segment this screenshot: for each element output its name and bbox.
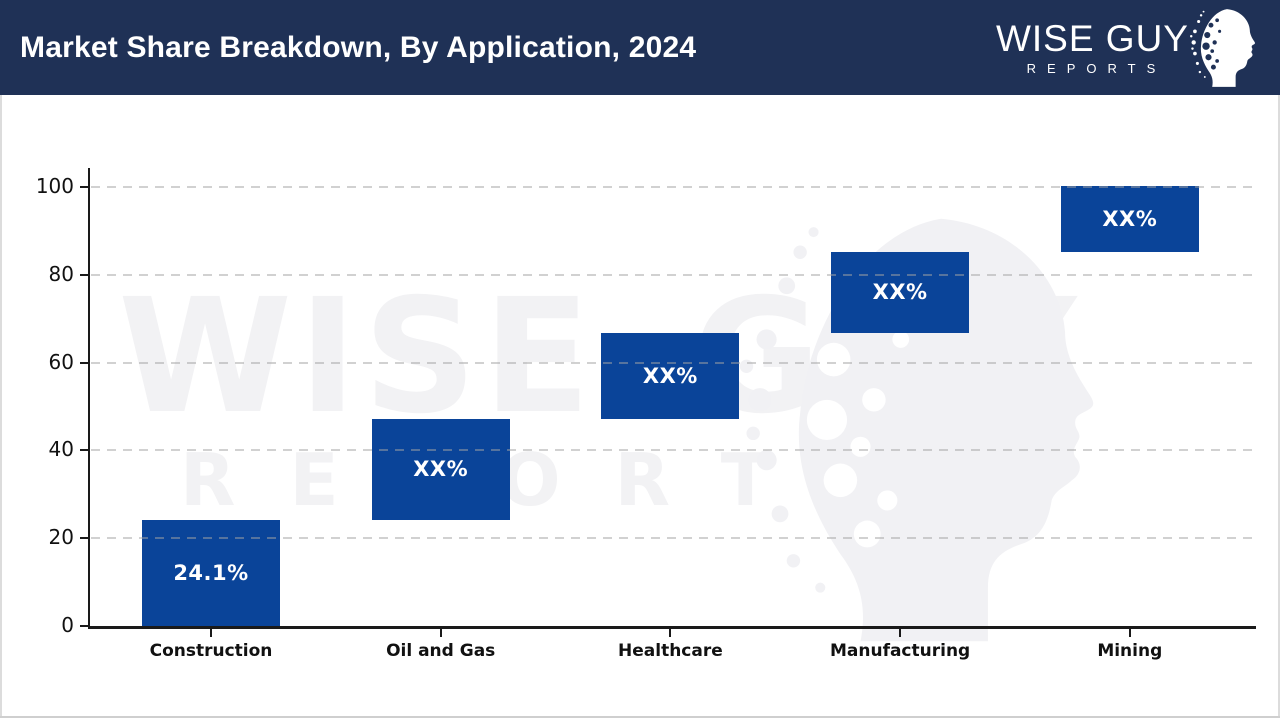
frame-border-right — [1278, 95, 1280, 718]
frame-border-bottom — [0, 716, 1280, 718]
x-tick-oil-and-gas — [439, 629, 442, 637]
bar-label-healthcare: XX% — [642, 363, 698, 388]
bar-label-manufacturing: XX% — [872, 280, 928, 305]
wiseguy-logo: WISE GUY REPORTS — [996, 7, 1264, 89]
y-tick-80 — [80, 273, 88, 276]
page-title: Market Share Breakdown, By Application, … — [20, 30, 697, 64]
bar-mining: XX% — [1060, 186, 1199, 252]
y-tick-label-80: 80 — [48, 261, 74, 286]
wiseguy-logo-text: WISE GUY REPORTS — [996, 20, 1189, 76]
bar-healthcare: XX% — [601, 332, 740, 419]
bar-label-oil-and-gas: XX% — [413, 457, 469, 482]
bar-label-construction: 24.1% — [173, 561, 249, 586]
x-tick-label-oil-and-gas: Oil and Gas — [386, 641, 496, 661]
y-axis-line — [88, 168, 90, 629]
logo-subtitle: REPORTS — [1026, 60, 1167, 76]
y-tick-60 — [80, 361, 88, 364]
y-tick-label-40: 40 — [48, 437, 74, 462]
x-axis-line — [88, 626, 1256, 629]
x-tick-construction — [210, 629, 212, 637]
gridline-40 — [91, 449, 1254, 452]
y-tick-label-0: 0 — [61, 613, 74, 637]
bar-label-mining: XX% — [1102, 207, 1158, 232]
y-tick-40 — [80, 449, 88, 452]
header-bar: Market Share Breakdown, By Application, … — [0, 0, 1280, 95]
wiseguy-head-icon — [1190, 8, 1255, 87]
gridline-20 — [91, 537, 1254, 540]
y-tick-0 — [80, 625, 88, 627]
y-tick-100 — [80, 186, 88, 188]
bar-oil-and-gas: XX% — [371, 418, 510, 521]
y-tick-label-60: 60 — [48, 349, 74, 374]
x-tick-label-mining: Mining — [1097, 641, 1163, 661]
x-tick-manufacturing — [899, 629, 902, 637]
x-tick-label-manufacturing: Manufacturing — [829, 641, 971, 661]
y-tick-20 — [80, 537, 88, 540]
x-tick-mining — [1128, 629, 1131, 637]
y-tick-label-100: 100 — [35, 174, 74, 198]
gridline-80 — [91, 273, 1254, 276]
bar-construction: 24.1% — [142, 520, 280, 626]
frame-border-left — [0, 95, 2, 718]
y-tick-label-20: 20 — [48, 525, 74, 550]
gridline-60 — [91, 361, 1254, 364]
x-tick-healthcare — [669, 629, 672, 637]
logo-wordmark: WISE GUY — [995, 17, 1189, 59]
bar-manufacturing: XX% — [831, 251, 970, 333]
x-tick-label-healthcare: Healthcare — [618, 641, 723, 661]
x-tick-label-construction: Construction — [149, 641, 273, 661]
gridline-100 — [91, 186, 1254, 188]
